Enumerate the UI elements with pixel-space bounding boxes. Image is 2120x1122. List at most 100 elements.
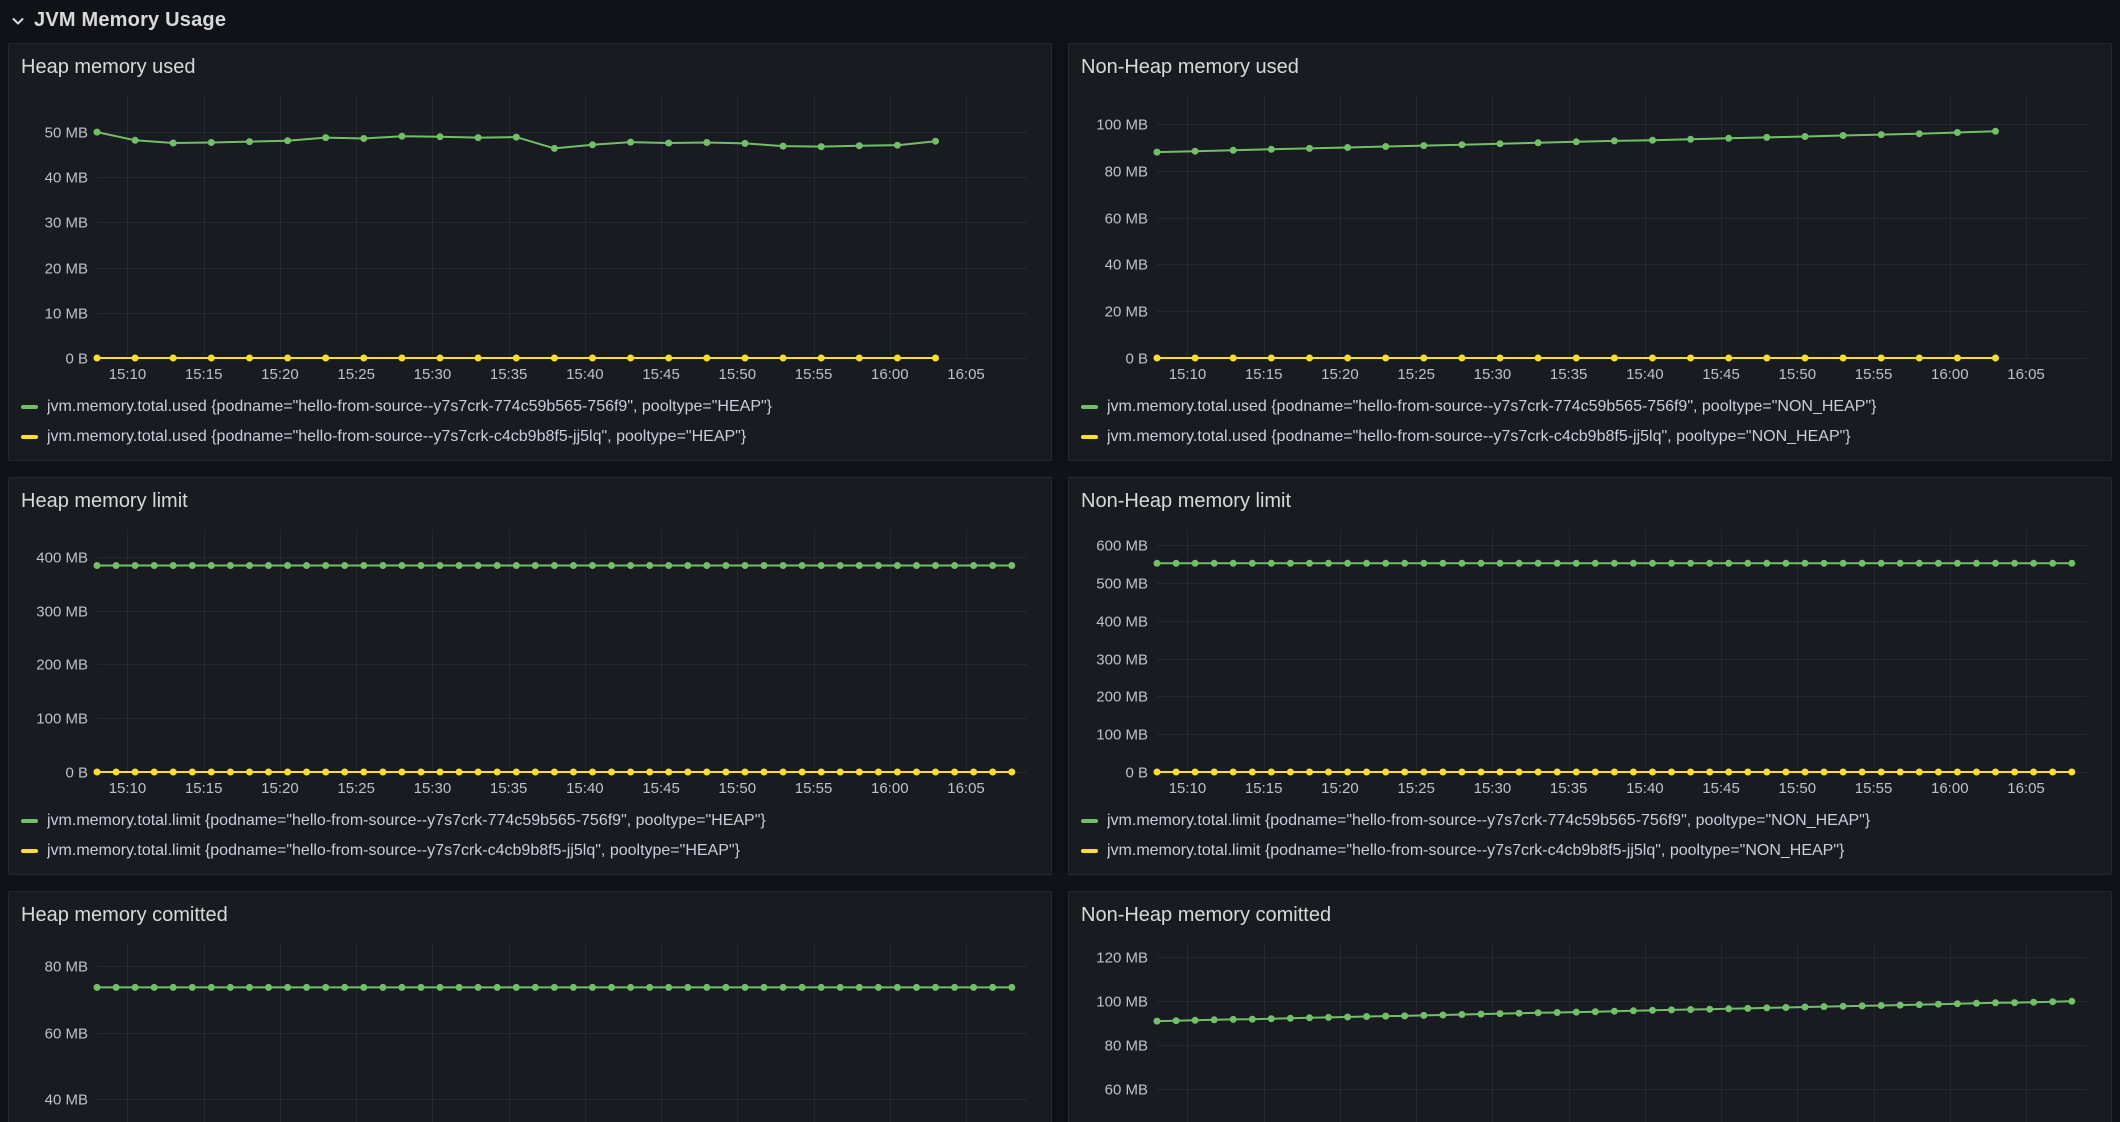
series-color-swatch xyxy=(21,849,38,853)
legend-label: jvm.memory.total.used {podname="hello-fr… xyxy=(1107,428,1851,445)
panel-heap-memory-limit: Heap memory limit 15:10 15:15 15:20 15:25 15… xyxy=(8,477,1052,875)
row-title: JVM Memory Usage xyxy=(34,9,227,31)
svg-text:60 MB: 60 MB xyxy=(1105,211,1148,228)
svg-text:50 MB: 50 MB xyxy=(45,125,88,142)
svg-text:30 MB: 30 MB xyxy=(45,215,88,232)
chart-legend: jvm.memory.total.used {podname="hello-fr… xyxy=(1081,392,2099,452)
panel-title[interactable]: Non-Heap memory used xyxy=(1081,56,1299,78)
svg-text:15:40: 15:40 xyxy=(1626,780,1664,797)
legend-item[interactable]: jvm.memory.total.limit {podname="hello-f… xyxy=(21,836,1039,866)
dashboard-grid: Heap memory used 15:10 15:15 15:20 15:25 15:… xyxy=(8,43,2112,1122)
legend-item[interactable]: jvm.memory.total.used {podname="hello-fr… xyxy=(1081,422,2099,452)
panel-heap-memory-used: Heap memory used 15:10 15:15 15:20 15:25 15:… xyxy=(8,43,1052,461)
svg-text:80 MB: 80 MB xyxy=(1105,164,1148,181)
svg-text:16:05: 16:05 xyxy=(947,366,985,383)
svg-text:16:00: 16:00 xyxy=(871,780,909,797)
chart-legend: jvm.memory.total.limit {podname="hello-f… xyxy=(21,806,1039,866)
svg-text:16:00: 16:00 xyxy=(1931,780,1969,797)
svg-text:15:25: 15:25 xyxy=(1397,366,1435,383)
svg-text:300 MB: 300 MB xyxy=(1096,652,1148,669)
svg-text:15:20: 15:20 xyxy=(261,780,299,797)
svg-text:15:50: 15:50 xyxy=(1779,366,1817,383)
legend-label: jvm.memory.total.used {podname="hello-fr… xyxy=(47,428,747,445)
svg-text:15:25: 15:25 xyxy=(337,366,375,383)
svg-text:15:45: 15:45 xyxy=(1702,780,1740,797)
svg-text:16:00: 16:00 xyxy=(871,366,909,383)
time-series-chart[interactable]: 15:1015:1515:2015:2515:3015:3515:4015:45… xyxy=(1081,932,2099,1122)
panel-non-heap-memory-used: Non-Heap memory used 15:10 15:15 15:20 15:2… xyxy=(1068,43,2112,461)
svg-text:0 B: 0 B xyxy=(65,765,88,782)
svg-text:40 MB: 40 MB xyxy=(1105,257,1148,274)
svg-text:15:30: 15:30 xyxy=(414,780,452,797)
svg-text:15:15: 15:15 xyxy=(1245,780,1283,797)
legend-label: jvm.memory.total.limit {podname="hello-f… xyxy=(1107,812,1871,829)
svg-text:15:15: 15:15 xyxy=(1245,366,1283,383)
svg-text:15:35: 15:35 xyxy=(1550,780,1588,797)
svg-text:15:45: 15:45 xyxy=(642,366,680,383)
svg-text:400 MB: 400 MB xyxy=(1096,614,1148,631)
panel-title[interactable]: Heap memory used xyxy=(21,56,196,78)
svg-text:500 MB: 500 MB xyxy=(1096,576,1148,593)
series-color-swatch xyxy=(1081,819,1098,823)
dashboard-row-header[interactable]: JVM Memory Usage xyxy=(0,0,2120,43)
series-color-swatch xyxy=(21,435,38,439)
chart-legend: jvm.memory.total.used {podname="hello-fr… xyxy=(21,392,1039,452)
panel-non-heap-memory-comitted: Non-Heap memory comitted 15:1015:1515:20… xyxy=(1068,891,2112,1122)
svg-text:15:10: 15:10 xyxy=(109,780,147,797)
svg-text:100 MB: 100 MB xyxy=(1096,117,1148,134)
panel-title[interactable]: Heap memory comitted xyxy=(21,904,228,926)
svg-text:10 MB: 10 MB xyxy=(45,306,88,323)
svg-text:400 MB: 400 MB xyxy=(36,550,88,567)
svg-text:80 MB: 80 MB xyxy=(1105,1038,1148,1055)
time-series-chart[interactable]: 15:1015:1515:2015:2515:3015:3515:4015:45… xyxy=(21,932,1039,1122)
svg-text:600 MB: 600 MB xyxy=(1096,538,1148,555)
svg-text:15:55: 15:55 xyxy=(795,780,833,797)
panel-heap-memory-comitted: Heap memory comitted 15:1015:1515:2015:2… xyxy=(8,891,1052,1122)
svg-text:60 MB: 60 MB xyxy=(1105,1082,1148,1099)
series-color-swatch xyxy=(1081,435,1098,439)
svg-text:100 MB: 100 MB xyxy=(1096,727,1148,744)
svg-text:15:15: 15:15 xyxy=(185,780,223,797)
svg-text:15:25: 15:25 xyxy=(1397,780,1435,797)
series-color-swatch xyxy=(21,405,38,409)
svg-text:15:35: 15:35 xyxy=(490,780,528,797)
panel-title[interactable]: Non-Heap memory limit xyxy=(1081,490,1292,512)
svg-text:15:55: 15:55 xyxy=(1855,366,1893,383)
svg-text:15:20: 15:20 xyxy=(1321,780,1359,797)
legend-item[interactable]: jvm.memory.total.used {podname="hello-fr… xyxy=(21,392,1039,422)
svg-text:15:25: 15:25 xyxy=(337,780,375,797)
svg-text:0 B: 0 B xyxy=(65,351,88,368)
legend-item[interactable]: jvm.memory.total.used {podname="hello-fr… xyxy=(21,422,1039,452)
legend-item[interactable]: jvm.memory.total.limit {podname="hello-f… xyxy=(1081,806,2099,836)
legend-item[interactable]: jvm.memory.total.limit {podname="hello-f… xyxy=(21,806,1039,836)
legend-item[interactable]: jvm.memory.total.used {podname="hello-fr… xyxy=(1081,392,2099,422)
svg-text:100 MB: 100 MB xyxy=(1096,994,1148,1011)
svg-text:15:35: 15:35 xyxy=(490,366,528,383)
svg-text:15:55: 15:55 xyxy=(1855,780,1893,797)
chart-legend: jvm.memory.total.limit {podname="hello-f… xyxy=(1081,806,2099,866)
svg-text:15:10: 15:10 xyxy=(109,366,147,383)
svg-text:15:45: 15:45 xyxy=(642,780,680,797)
series-color-swatch xyxy=(1081,849,1098,853)
svg-text:0 B: 0 B xyxy=(1125,765,1148,782)
panel-title[interactable]: Heap memory limit xyxy=(21,490,188,512)
svg-text:15:30: 15:30 xyxy=(1474,366,1512,383)
chevron-down-icon[interactable] xyxy=(10,13,26,29)
legend-item[interactable]: jvm.memory.total.limit {podname="hello-f… xyxy=(1081,836,2099,866)
svg-text:20 MB: 20 MB xyxy=(45,261,88,278)
svg-text:15:50: 15:50 xyxy=(1779,780,1817,797)
svg-text:15:30: 15:30 xyxy=(414,366,452,383)
legend-label: jvm.memory.total.used {podname="hello-fr… xyxy=(1107,398,1877,415)
svg-text:15:40: 15:40 xyxy=(566,366,604,383)
panel-title[interactable]: Non-Heap memory comitted xyxy=(1081,904,1332,926)
legend-label: jvm.memory.total.limit {podname="hello-f… xyxy=(1107,842,1845,859)
svg-text:200 MB: 200 MB xyxy=(36,657,88,674)
legend-label: jvm.memory.total.used {podname="hello-fr… xyxy=(47,398,773,415)
svg-text:16:05: 16:05 xyxy=(947,780,985,797)
svg-text:16:05: 16:05 xyxy=(2007,366,2045,383)
svg-text:15:30: 15:30 xyxy=(1474,780,1512,797)
